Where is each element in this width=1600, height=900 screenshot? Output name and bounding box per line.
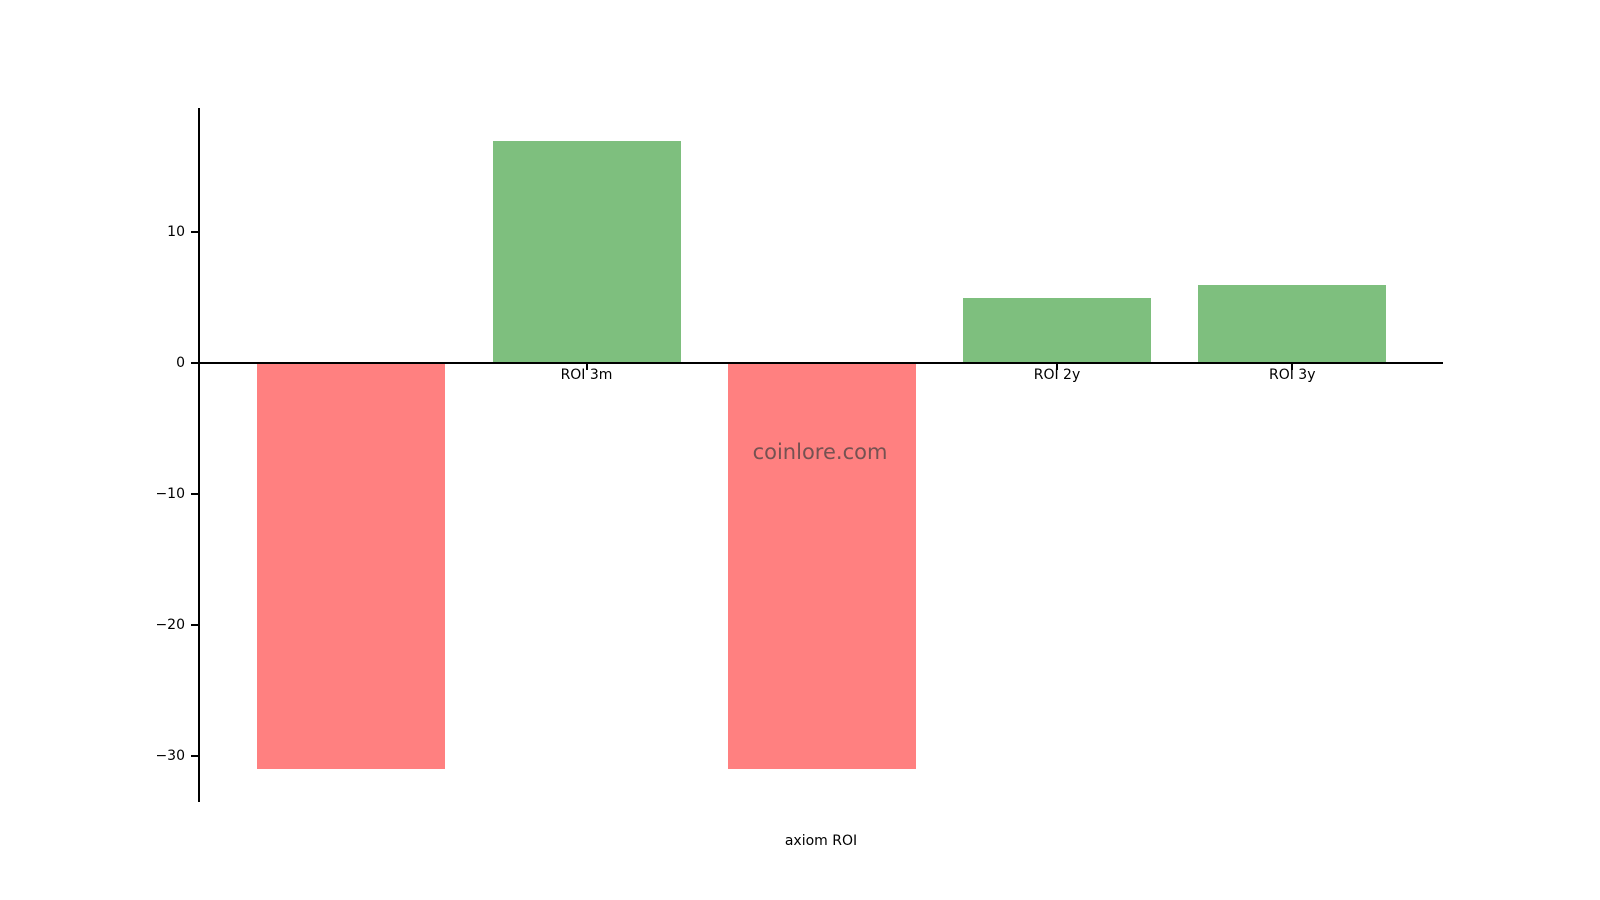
x-tick-label: ROI 3m — [560, 367, 613, 384]
bar-roi-3m — [492, 140, 681, 364]
x-axis-title: axiom ROI — [784, 833, 858, 849]
bar-negative-1 — [257, 363, 446, 770]
y-tick — [191, 231, 198, 234]
bar-roi-3y — [1198, 284, 1387, 364]
y-tick — [191, 493, 198, 496]
y-tick — [191, 362, 198, 365]
x-tick — [1291, 364, 1294, 371]
y-tick-label: −10 — [155, 486, 185, 503]
y-tick-label: −20 — [155, 617, 185, 634]
x-tick-label: ROI 3y — [1268, 367, 1316, 384]
x-axis-line — [200, 362, 1443, 365]
bar-roi-2y — [963, 297, 1151, 364]
bar-negative-3 — [727, 363, 916, 770]
y-tick — [191, 755, 198, 758]
y-axis-spine — [198, 108, 200, 802]
x-tick — [1056, 364, 1058, 371]
y-tick — [191, 624, 198, 627]
y-tick-label: 0 — [176, 355, 185, 372]
watermark-text: coinlore.com — [752, 440, 888, 464]
x-tick — [585, 364, 588, 371]
y-tick-label: −30 — [155, 748, 185, 765]
x-tick-label: ROI 2y — [1033, 367, 1081, 384]
y-tick-label: 10 — [167, 224, 185, 241]
